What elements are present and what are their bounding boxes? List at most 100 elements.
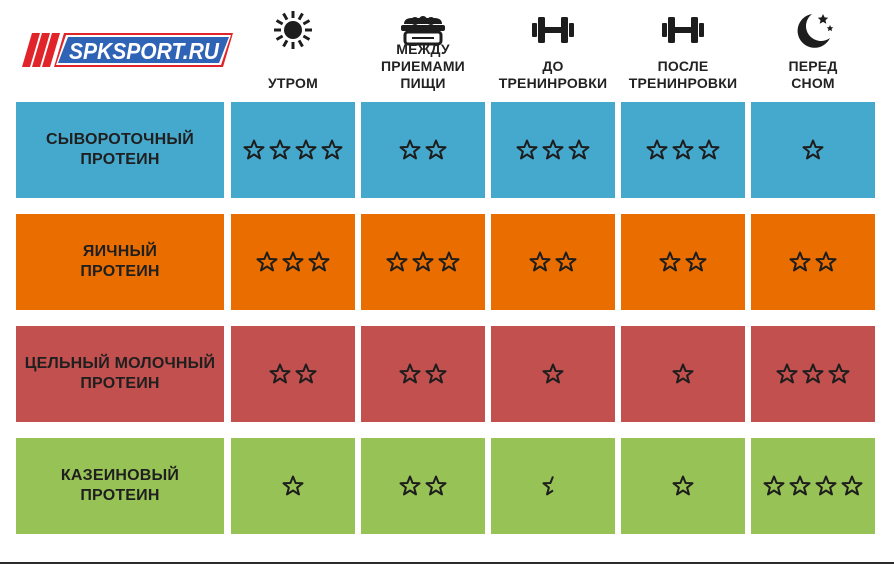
column-header-2: МЕЖДУ ПРИЕМАМИ ПИЩИ	[358, 0, 488, 98]
star-icon	[282, 475, 304, 496]
column-header-4: ПОСЛЕ ТРЕНИНРОВКИ	[618, 0, 748, 98]
star-icon	[555, 251, 577, 272]
star-icon	[698, 139, 720, 160]
star-icon	[659, 251, 681, 272]
row-label-cell: ЯИЧНЫЙ ПРОТЕИН	[16, 214, 224, 310]
logo-text: SPKSPORT.RU	[69, 38, 220, 64]
rating-cell	[621, 326, 745, 422]
star-icon	[256, 251, 278, 272]
star-icon	[516, 139, 538, 160]
star-rating	[281, 474, 305, 498]
star-icon	[425, 475, 447, 496]
dumbbell-icon	[658, 8, 708, 52]
star-rating	[671, 362, 695, 386]
column-header-1: УТРОМ	[228, 0, 358, 98]
star-icon	[438, 251, 460, 272]
star-rating	[242, 138, 344, 162]
star-rating	[541, 474, 565, 498]
rating-cell	[361, 326, 485, 422]
rating-cell	[621, 102, 745, 198]
star-icon	[282, 251, 304, 272]
star-icon	[815, 251, 837, 272]
rating-cell	[621, 214, 745, 310]
rating-cell	[231, 102, 355, 198]
row-label: ЦЕЛЬНЫЙ МОЛОЧНЫЙ ПРОТЕИН	[24, 355, 216, 392]
star-rating	[788, 250, 838, 274]
sun-icon	[268, 8, 318, 52]
row-label: ЯИЧНЫЙ ПРОТЕИН	[80, 243, 160, 280]
star-icon	[763, 475, 785, 496]
star-rating	[385, 250, 461, 274]
column-header-label: УТРОМ	[268, 75, 318, 91]
rating-cell	[751, 326, 875, 422]
star-rating	[775, 362, 851, 386]
rating-cell	[751, 438, 875, 534]
column-header-label: ДО ТРЕНИНРОВКИ	[498, 58, 608, 91]
speed-lines-icon	[22, 33, 60, 67]
column-header-label: ПОСЛЕ ТРЕНИНРОВКИ	[628, 58, 738, 91]
star-icon	[386, 251, 408, 272]
row-label-cell: СЫВОРОТОЧНЫЙ ПРОТЕИН	[16, 102, 224, 198]
star-icon	[672, 363, 694, 384]
star-icon	[789, 475, 811, 496]
star-icon	[412, 251, 434, 272]
column-header-3: ДО ТРЕНИНРОВКИ	[488, 0, 618, 98]
star-rating	[398, 138, 448, 162]
star-icon	[828, 363, 850, 384]
star-icon	[425, 139, 447, 160]
star-icon	[802, 363, 824, 384]
star-icon	[321, 139, 343, 160]
star-icon	[568, 139, 590, 160]
star-icon	[399, 475, 421, 496]
star-rating	[645, 138, 721, 162]
moon-stars-icon	[788, 8, 838, 52]
star-icon	[295, 139, 317, 160]
star-rating	[255, 250, 331, 274]
star-icon	[425, 363, 447, 384]
rating-cell	[361, 214, 485, 310]
star-rating	[801, 138, 825, 162]
star-icon	[308, 251, 330, 272]
star-rating	[658, 250, 708, 274]
row-label-cell: КАЗЕИНОВЫЙ ПРОТЕИН	[16, 438, 224, 534]
bottom-divider	[0, 562, 894, 564]
star-icon	[269, 363, 291, 384]
star-rating	[762, 474, 864, 498]
rating-cell	[361, 438, 485, 534]
star-rating	[528, 250, 578, 274]
star-icon	[542, 363, 564, 384]
star-icon	[672, 139, 694, 160]
rating-cell	[621, 438, 745, 534]
column-header-label: МЕЖДУ ПРИЕМАМИ ПИЩИ	[381, 41, 465, 91]
column-header-5: ПЕРЕД СНОМ	[748, 0, 878, 98]
dumbbell-icon	[528, 8, 578, 52]
rating-cell	[751, 102, 875, 198]
half-star-icon	[542, 476, 554, 496]
star-icon	[295, 363, 317, 384]
star-rating	[398, 474, 448, 498]
star-icon	[399, 139, 421, 160]
star-icon	[672, 475, 694, 496]
star-icon	[529, 251, 551, 272]
star-icon	[776, 363, 798, 384]
star-icon	[542, 139, 564, 160]
rating-cell	[231, 438, 355, 534]
rating-cell	[231, 326, 355, 422]
star-icon	[685, 251, 707, 272]
rating-cell	[491, 214, 615, 310]
star-icon	[789, 251, 811, 272]
star-rating	[671, 474, 695, 498]
rating-cell	[361, 102, 485, 198]
logo: SPKSPORT.RU	[22, 33, 233, 67]
star-icon	[802, 139, 824, 160]
rating-cell	[751, 214, 875, 310]
star-rating	[515, 138, 591, 162]
star-rating	[398, 362, 448, 386]
star-icon	[243, 139, 265, 160]
star-rating	[541, 362, 565, 386]
star-icon	[399, 363, 421, 384]
star-icon	[646, 139, 668, 160]
rating-cell	[491, 438, 615, 534]
star-icon	[269, 139, 291, 160]
star-icon	[841, 475, 863, 496]
